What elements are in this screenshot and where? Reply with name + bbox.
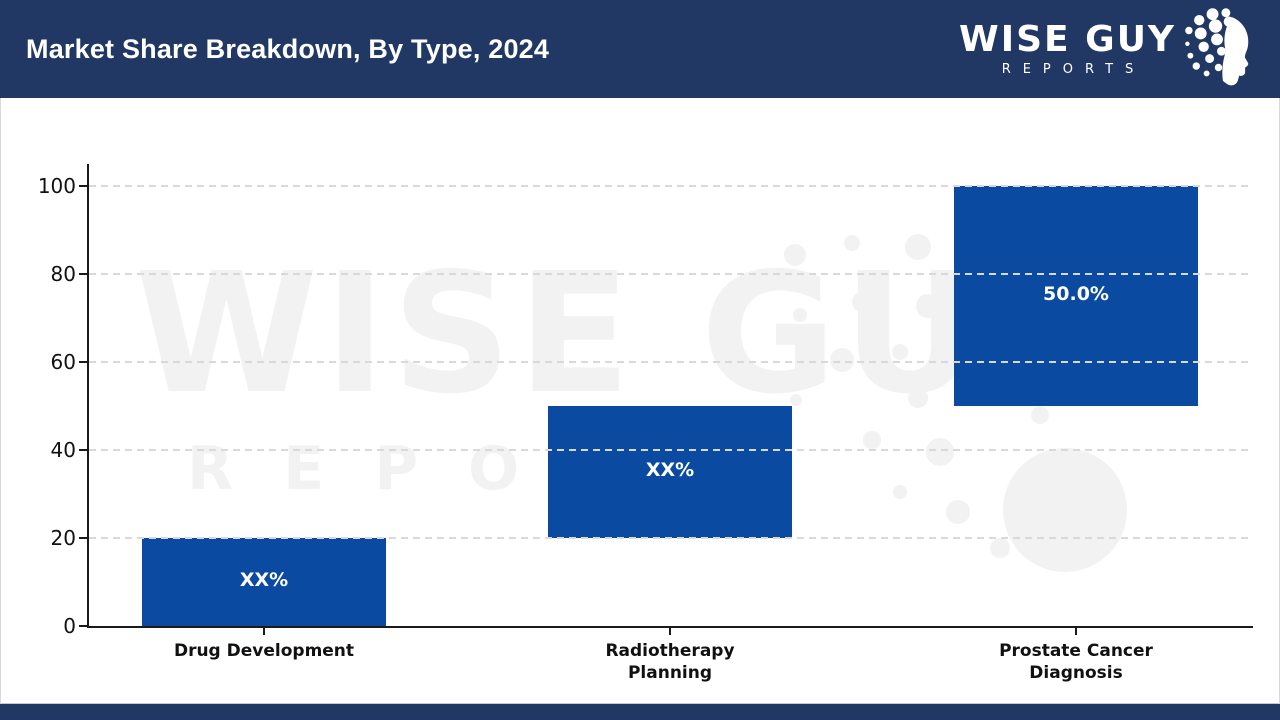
y-tick-label: 80 (50, 262, 76, 286)
gridline-y-40 (89, 449, 1253, 451)
bar-2 (548, 406, 792, 538)
y-tick-label: 100 (37, 174, 76, 198)
y-tick-mark (79, 185, 87, 187)
logo-subtitle: REPORTS (1001, 61, 1146, 77)
y-axis-line (87, 164, 89, 628)
footer-bar (0, 704, 1280, 720)
x-axis-line (87, 626, 1253, 628)
wise-guy-face-icon (1185, 8, 1249, 86)
logo-text: WISE GUY REPORTS (958, 18, 1176, 77)
gridline-y-60 (89, 361, 1253, 363)
gridline-y-20 (89, 537, 1253, 539)
header-bar: Market Share Breakdown, By Type, 2024 WI… (0, 0, 1280, 98)
y-tick-mark (79, 273, 87, 275)
x-category-label: Prostate Cancer Diagnosis (999, 641, 1153, 683)
x-tick-mark (1075, 628, 1077, 635)
x-tick-mark (669, 628, 671, 635)
y-tick-label: 40 (50, 438, 76, 462)
y-tick-mark (79, 537, 87, 539)
x-tick-mark (263, 628, 265, 635)
y-tick-mark (79, 449, 87, 451)
bar-1 (142, 538, 386, 626)
logo-wordmark: WISE GUY (958, 18, 1176, 60)
y-tick-label: 60 (50, 350, 76, 374)
x-category-label: Drug Development (173, 641, 355, 661)
wise-guy-logo: WISE GUY REPORTS (959, 7, 1254, 91)
y-tick-mark (79, 625, 87, 627)
gridline-y-100 (89, 185, 1253, 187)
bar-value-label: XX% (239, 569, 289, 591)
y-tick-mark (79, 361, 87, 363)
y-tick-label: 0 (63, 614, 76, 638)
bar-value-label: XX% (645, 459, 695, 481)
chart-title: Market Share Breakdown, By Type, 2024 (26, 33, 550, 64)
y-tick-label: 20 (50, 526, 76, 550)
bar-3 (954, 186, 1198, 406)
x-category-label: Radiotherapy Planning (605, 641, 735, 683)
bar-value-label: 50.0% (1043, 283, 1109, 305)
gridline-y-80 (89, 273, 1253, 275)
